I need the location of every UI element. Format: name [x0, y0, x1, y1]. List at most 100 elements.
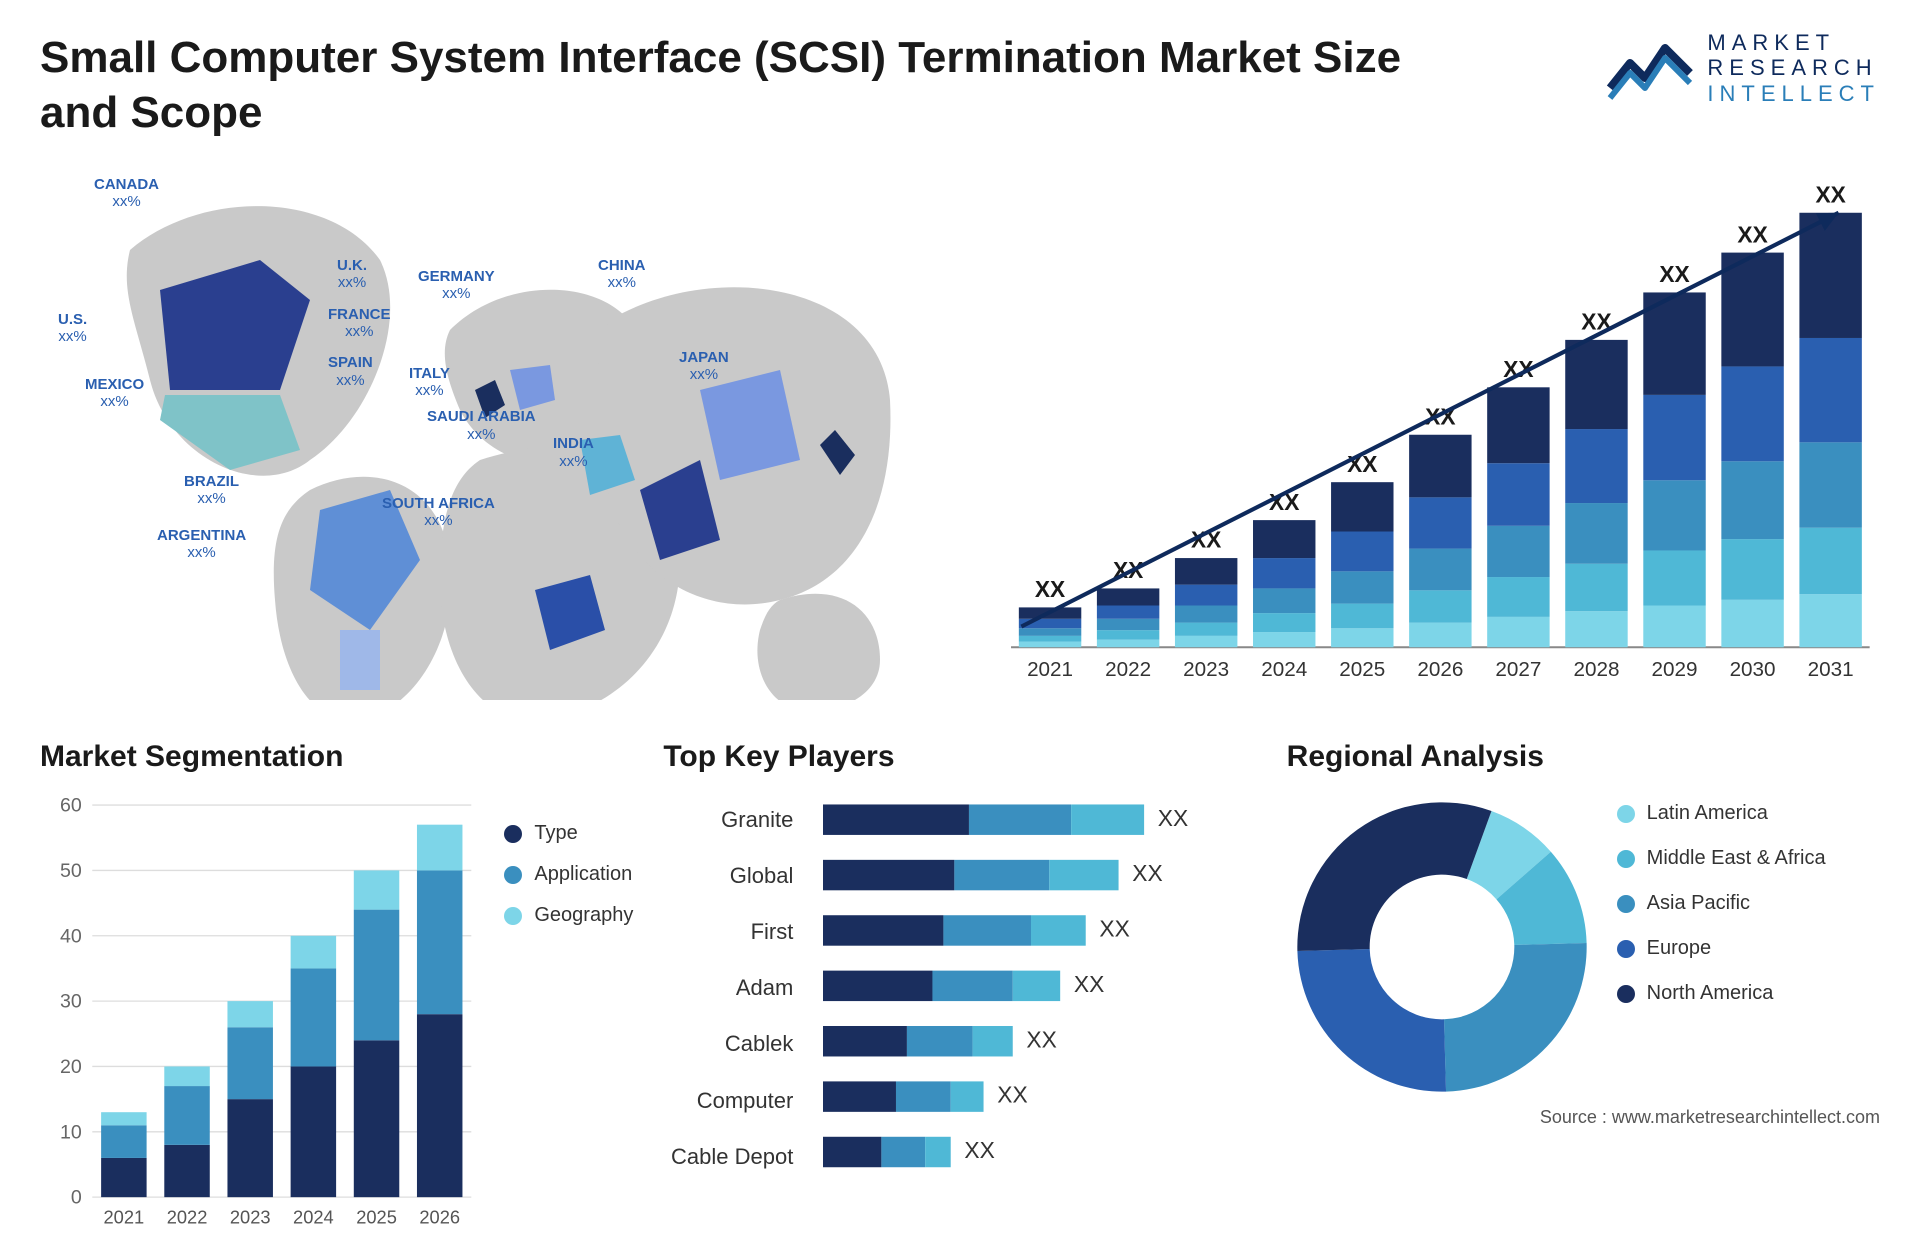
player-label: Computer [663, 1088, 793, 1114]
svg-text:XX: XX [1100, 916, 1130, 942]
svg-text:2025: 2025 [356, 1206, 397, 1227]
regional-legend-item: Asia Pacific [1617, 892, 1826, 915]
legend-label: Latin America [1647, 802, 1768, 825]
map-label-u-k-: U.K.xx% [337, 257, 367, 292]
regional-legend: Latin America Middle East & Africa Asia Pa… [1617, 792, 1826, 1160]
svg-text:2022: 2022 [167, 1206, 208, 1227]
player-label: Global [663, 863, 793, 889]
map-label-argentina: ARGENTINAxx% [157, 527, 246, 562]
segmentation-legend: Type Application Geography [504, 792, 633, 1241]
player-label: Cable Depot [663, 1144, 793, 1170]
svg-text:2031: 2031 [1808, 658, 1854, 681]
svg-text:XX: XX [1158, 805, 1188, 831]
player-label: First [663, 919, 793, 945]
legend-label: Geography [534, 904, 633, 927]
svg-text:2023: 2023 [230, 1206, 271, 1227]
svg-text:XX: XX [998, 1082, 1028, 1108]
svg-text:2030: 2030 [1730, 658, 1776, 681]
regional-panel: Regional Analysis Latin America Middle Ea… [1287, 740, 1880, 1160]
regional-legend-item: Europe [1617, 937, 1826, 960]
svg-text:XX: XX [1133, 860, 1163, 886]
svg-text:0: 0 [71, 1187, 82, 1209]
svg-text:XX: XX [1035, 576, 1065, 602]
logo-mark-icon [1605, 33, 1695, 103]
map-label-italy: ITALYxx% [409, 365, 450, 400]
map-label-spain: SPAINxx% [328, 354, 373, 389]
regional-title: Regional Analysis [1287, 740, 1880, 774]
player-label: Granite [663, 807, 793, 833]
players-labels: Granite Global First Adam Cablek Computer Cabl… [663, 792, 803, 1185]
svg-text:XX: XX [1737, 221, 1767, 247]
map-label-u-s-: U.S.xx% [58, 311, 87, 346]
legend-swatch-icon [1617, 805, 1635, 823]
regional-legend-item: Middle East & Africa [1617, 847, 1826, 870]
svg-text:XX: XX [1074, 971, 1104, 997]
map-label-germany: GERMANYxx% [418, 268, 495, 303]
svg-text:2027: 2027 [1495, 658, 1541, 681]
segmentation-legend-item: Geography [504, 904, 633, 927]
segmentation-panel: Market Segmentation 01020304050602021202… [40, 740, 633, 1160]
players-title: Top Key Players [663, 740, 1256, 774]
svg-text:20: 20 [60, 1056, 82, 1078]
legend-swatch-icon [504, 825, 522, 843]
map-label-japan: JAPANxx% [679, 349, 729, 384]
player-label: Cablek [663, 1031, 793, 1057]
svg-text:10: 10 [60, 1121, 82, 1143]
logo-line-2: RESEARCH [1707, 55, 1880, 80]
legend-swatch-icon [1617, 895, 1635, 913]
legend-swatch-icon [1617, 985, 1635, 1003]
segmentation-chart-svg: 0 10 20 30 40 50 60 2021 2022 2023 2024 2025 2026 [40, 792, 484, 1236]
svg-text:2026: 2026 [1417, 658, 1463, 681]
players-chart-svg: XX XX XX XX XX XX XX [823, 792, 1256, 1180]
svg-text:XX: XX [1815, 181, 1845, 207]
svg-text:XX: XX [1027, 1026, 1057, 1052]
legend-label: Europe [1647, 937, 1712, 960]
legend-label: Asia Pacific [1647, 892, 1750, 915]
svg-text:2026: 2026 [419, 1206, 460, 1227]
map-label-south-africa: SOUTH AFRICAxx% [382, 495, 495, 530]
map-label-france: FRANCExx% [328, 306, 391, 341]
main-stacked-bar-chart: XX2021XX2022XX2023XX2024XX2025XX2026XX20… [980, 160, 1880, 700]
svg-text:30: 30 [60, 991, 82, 1013]
svg-text:60: 60 [60, 795, 82, 817]
svg-text:2024: 2024 [1261, 658, 1307, 681]
svg-text:2028: 2028 [1573, 658, 1619, 681]
svg-text:XX: XX [1659, 261, 1689, 287]
legend-swatch-icon [504, 866, 522, 884]
player-label: Adam [663, 975, 793, 1001]
segmentation-legend-item: Type [504, 822, 633, 845]
svg-text:40: 40 [60, 925, 82, 947]
legend-label: North America [1647, 982, 1774, 1005]
svg-text:2025: 2025 [1339, 658, 1385, 681]
svg-text:2024: 2024 [293, 1206, 334, 1227]
main-chart-svg: XX2021XX2022XX2023XX2024XX2025XX2026XX20… [980, 160, 1880, 700]
map-label-india: INDIAxx% [553, 435, 594, 470]
brand-logo: MARKET RESEARCH INTELLECT [1605, 30, 1880, 106]
legend-swatch-icon [1617, 940, 1635, 958]
map-label-mexico: MEXICOxx% [85, 376, 144, 411]
segmentation-title: Market Segmentation [40, 740, 633, 774]
players-panel: Top Key Players Granite Global First Adam Ca… [663, 740, 1256, 1160]
svg-text:2029: 2029 [1652, 658, 1698, 681]
map-label-brazil: BRAZILxx% [184, 473, 239, 508]
legend-label: Type [534, 822, 577, 845]
svg-text:50: 50 [60, 860, 82, 882]
page-title: Small Computer System Interface (SCSI) T… [40, 30, 1440, 140]
source-attribution: Source : www.marketresearchintellect.com [1540, 1107, 1880, 1128]
legend-swatch-icon [1617, 850, 1635, 868]
map-label-canada: CANADAxx% [94, 176, 159, 211]
svg-text:2021: 2021 [1027, 658, 1073, 681]
svg-text:2021: 2021 [104, 1206, 145, 1227]
legend-swatch-icon [504, 907, 522, 925]
svg-text:2023: 2023 [1183, 658, 1229, 681]
regional-donut-svg [1287, 792, 1597, 1102]
regional-legend-item: North America [1617, 982, 1826, 1005]
segmentation-legend-item: Application [504, 863, 633, 886]
world-map-panel: CANADAxx% U.S.xx% MEXICOxx% BRAZILxx% ARGENT… [40, 160, 940, 700]
logo-line-1: MARKET [1707, 30, 1880, 55]
legend-label: Application [534, 863, 632, 886]
map-label-china: CHINAxx% [598, 257, 646, 292]
logo-line-3: INTELLECT [1707, 81, 1880, 106]
svg-text:XX: XX [965, 1137, 995, 1163]
map-label-saudi-arabia: SAUDI ARABIAxx% [427, 408, 536, 443]
